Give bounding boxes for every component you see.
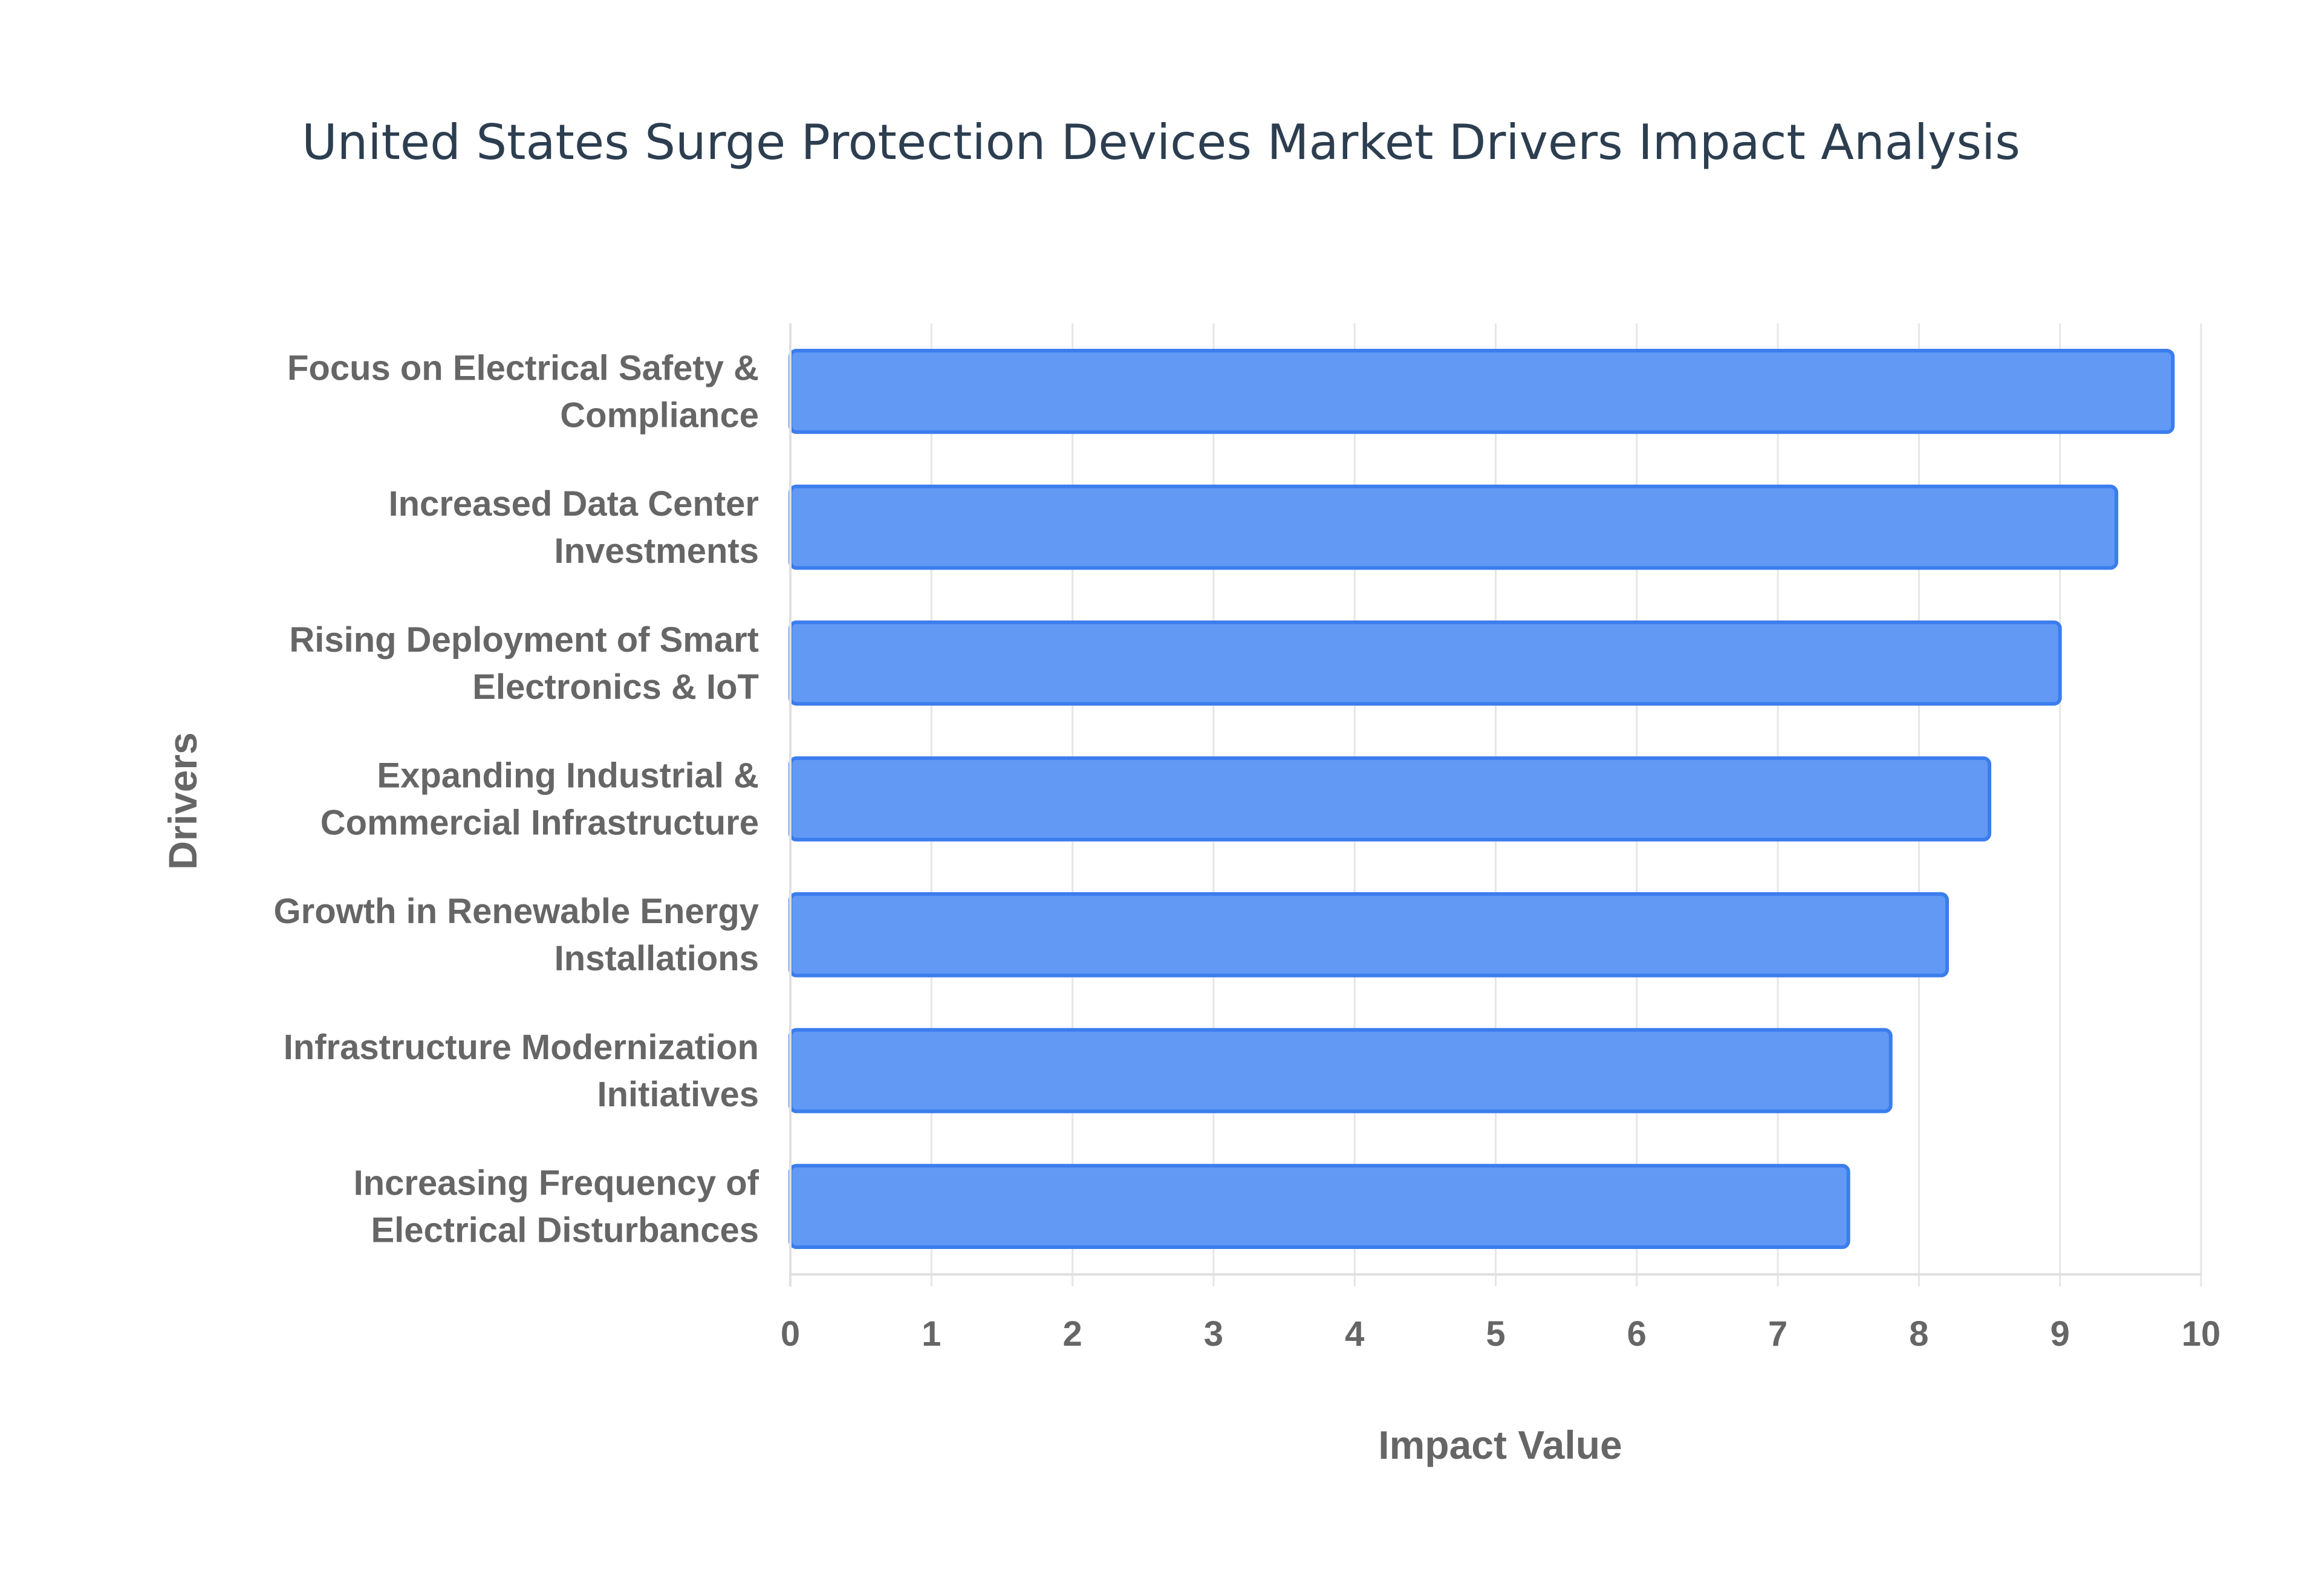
label-layer: 0 1 2 3 4 5 6 7 8 9 10 Focus on Electrical Safety &… bbox=[274, 348, 2221, 1354]
bar bbox=[789, 1164, 1850, 1250]
x-tick-label: 5 bbox=[1486, 1314, 1505, 1354]
x-tick-label: 2 bbox=[1062, 1314, 1082, 1354]
category-label: Expanding Industrial & bbox=[377, 756, 759, 796]
x-tick-label: 3 bbox=[1204, 1314, 1223, 1354]
x-tick-label: 9 bbox=[2050, 1314, 2070, 1354]
category-label: Increased Data Center bbox=[389, 484, 759, 524]
x-tick-label: 4 bbox=[1345, 1314, 1364, 1354]
category-label: Electronics & IoT bbox=[472, 667, 759, 707]
x-tick-label: 0 bbox=[781, 1314, 800, 1354]
x-axis-title: Impact Value bbox=[1378, 1422, 1622, 1467]
category-label: Growth in Renewable Energy bbox=[274, 892, 759, 931]
x-tick-label: 6 bbox=[1627, 1314, 1647, 1354]
bar bbox=[789, 756, 1992, 842]
bar bbox=[789, 620, 2062, 706]
category-label: Infrastructure Modernization bbox=[284, 1028, 759, 1067]
x-tick-label: 10 bbox=[2182, 1314, 2221, 1354]
bar bbox=[789, 348, 2175, 434]
bar-layer bbox=[789, 348, 2175, 1250]
axis-layer bbox=[789, 323, 2201, 1286]
category-label: Initiatives bbox=[597, 1075, 759, 1114]
category-label: Commercial Infrastructure bbox=[320, 803, 759, 843]
x-tick-label: 7 bbox=[1768, 1314, 1787, 1354]
category-label: Electrical Disturbances bbox=[371, 1211, 759, 1250]
x-tick-label: 8 bbox=[1909, 1314, 1928, 1354]
category-label: Investments bbox=[554, 531, 759, 571]
y-axis-title: Drivers bbox=[160, 732, 205, 870]
category-label: Rising Deployment of Smart bbox=[289, 620, 759, 660]
bar bbox=[789, 892, 1950, 978]
x-tick-label: 1 bbox=[922, 1314, 941, 1354]
category-label: Increasing Frequency of bbox=[354, 1164, 759, 1203]
bar bbox=[789, 484, 2119, 570]
category-label: Installations bbox=[554, 939, 759, 978]
category-label: Compliance bbox=[560, 395, 759, 435]
chart-title: United States Surge Protection Devices M… bbox=[302, 114, 2020, 170]
category-label: Focus on Electrical Safety & bbox=[287, 348, 759, 388]
bar bbox=[789, 1028, 1893, 1114]
